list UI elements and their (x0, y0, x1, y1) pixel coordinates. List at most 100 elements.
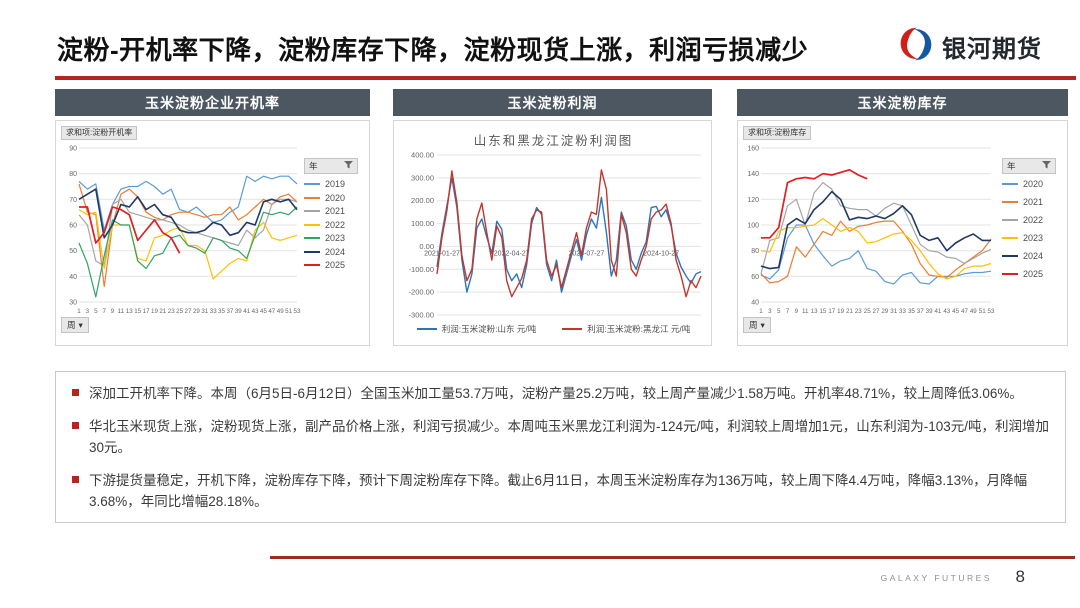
legend-item-2019: 2019 (304, 179, 345, 189)
svg-text:45: 45 (952, 308, 959, 315)
svg-text:23: 23 (855, 308, 862, 315)
svg-text:3: 3 (768, 308, 772, 315)
svg-text:19: 19 (151, 308, 158, 315)
svg-text:100: 100 (747, 223, 759, 230)
svg-text:5: 5 (777, 308, 781, 315)
chevron-down-icon: ▾ (760, 319, 765, 330)
legend-line-swatch (304, 264, 320, 266)
bullet-text: 深加工开机率下降。本周（6月5日-6月12日）全国玉米加工量53.7万吨，淀粉产… (89, 386, 1023, 401)
svg-text:2023-07-27: 2023-07-27 (568, 250, 604, 257)
profit-chart: -300.00 -200.00 -100.00 0.00 100.00 200.00 300… (408, 151, 702, 320)
svg-text:100.00: 100.00 (411, 219, 434, 228)
legend-item-2021: 2021 (304, 206, 345, 216)
legend-line-swatch (304, 196, 320, 199)
svg-text:23: 23 (168, 308, 175, 315)
inventory-panel: 求和项:淀粉库存 40 60 80 100 120 140 160 1 3 5 7 9 11 13 15 17… (737, 120, 1068, 346)
svg-text:39: 39 (926, 308, 933, 315)
legend-item-2024: 2024 (1002, 251, 1043, 261)
legend-label: 2022 (325, 219, 346, 230)
week-axis-dropdown[interactable]: 周 ▾ (61, 317, 89, 334)
year-legend: 2020 2021 2022 2023 2024 2025 (1002, 179, 1043, 287)
legend-line-swatch (1002, 219, 1018, 221)
svg-text:60: 60 (751, 274, 759, 281)
svg-text:15: 15 (134, 308, 141, 315)
svg-text:51: 51 (979, 308, 986, 315)
note-bullet: 下游提货量稳定，开机下降，淀粉库存下降，预计下周淀粉库存下降。截止6月11日，本… (70, 470, 1051, 513)
svg-text:13: 13 (811, 308, 818, 315)
legend-label: 2019 (325, 179, 346, 189)
svg-text:-300.00: -300.00 (408, 311, 433, 320)
legend-line-swatch (304, 223, 320, 226)
svg-text:80: 80 (751, 249, 759, 256)
legend-label: 2023 (1023, 233, 1044, 243)
week-axis-dropdown[interactable]: 周 ▾ (743, 317, 771, 334)
svg-text:200.00: 200.00 (411, 196, 434, 205)
legend-item: 利润:玉米淀粉:黑龙江 元/吨 (562, 323, 690, 335)
svg-text:300.00: 300.00 (411, 173, 434, 182)
svg-text:9: 9 (795, 308, 799, 315)
svg-text:1: 1 (77, 308, 81, 315)
svg-text:21: 21 (846, 308, 853, 315)
legend-line-swatch (304, 210, 320, 212)
page-number: 8 (1015, 567, 1025, 586)
svg-text:50: 50 (69, 249, 77, 256)
year-filter-button[interactable]: 年 (1002, 158, 1056, 174)
svg-text:39: 39 (235, 308, 242, 315)
svg-text:2024-10-27: 2024-10-27 (643, 250, 679, 257)
operating-rate-panel: 求和项:淀粉开机率 30 40 50 60 70 80 90 1 3 5 7 9 11 13 15 17 19 2… (55, 120, 370, 346)
svg-text:35: 35 (908, 308, 915, 315)
svg-text:90: 90 (69, 146, 77, 153)
svg-text:60: 60 (69, 223, 77, 230)
legend-item: 利润:玉米淀粉:山东 元/吨 (416, 323, 537, 335)
legend-label: 2021 (325, 206, 346, 216)
legend-item-2023: 2023 (304, 233, 345, 243)
svg-text:19: 19 (837, 308, 844, 315)
svg-text:29: 29 (193, 308, 200, 315)
profit-legend: 利润:玉米淀粉:山东 元/吨 利润:玉米淀粉:黑龙江 元/吨 (416, 323, 690, 335)
legend-item-2022: 2022 (1002, 215, 1043, 225)
company-logo: 银河期货 (898, 26, 1042, 67)
svg-text:43: 43 (252, 308, 259, 315)
svg-text:40: 40 (69, 274, 77, 281)
legend-item-2020: 2020 (1002, 179, 1043, 189)
svg-text:120: 120 (747, 197, 759, 204)
legend-label: 2020 (1023, 179, 1044, 189)
legend-line-swatch (1002, 255, 1018, 257)
legend-line-swatch (562, 328, 583, 330)
footer-rule (270, 556, 1075, 559)
svg-text:3: 3 (86, 308, 90, 315)
svg-text:35: 35 (218, 308, 225, 315)
svg-text:51: 51 (285, 308, 292, 315)
svg-text:-200.00: -200.00 (408, 288, 433, 297)
svg-text:31: 31 (890, 308, 897, 315)
bullet-marker-icon (72, 421, 79, 429)
svg-text:37: 37 (226, 308, 233, 315)
legend-item-2025: 2025 (304, 260, 345, 270)
chart-header-operating-rate: 玉米淀粉企业开机率 (55, 89, 370, 116)
legend-label: 利润:玉米淀粉:山东 元/吨 (441, 324, 537, 334)
svg-text:45: 45 (260, 308, 267, 315)
pivot-value-field-button[interactable]: 求和项:淀粉库存 (743, 126, 812, 141)
year-filter-button[interactable]: 年 (304, 158, 358, 174)
legend-line-swatch (304, 183, 320, 185)
legend-label: 2024 (325, 246, 346, 257)
legend-line-swatch (304, 250, 320, 253)
bullet-marker-icon (72, 475, 79, 483)
svg-text:47: 47 (268, 308, 275, 315)
legend-line-swatch (1002, 201, 1018, 203)
svg-text:33: 33 (210, 308, 217, 315)
note-bullet: 华北玉米现货上涨，淀粉现货上涨，副产品价格上涨，利润亏损减少。本周吨玉米黑龙江利… (70, 416, 1051, 459)
svg-text:70: 70 (69, 197, 77, 204)
legend-item-2022: 2022 (304, 220, 345, 230)
svg-text:15: 15 (819, 308, 826, 315)
svg-text:160: 160 (747, 146, 759, 153)
bullet-marker-icon (72, 389, 79, 396)
svg-text:0.00: 0.00 (419, 242, 434, 251)
legend-label: 2025 (1023, 269, 1044, 279)
svg-text:13: 13 (126, 308, 133, 315)
filter-funnel-icon (344, 161, 353, 171)
filter-funnel-icon (1042, 161, 1051, 171)
svg-text:7: 7 (102, 308, 106, 315)
pivot-value-field-button[interactable]: 求和项:淀粉开机率 (61, 126, 138, 141)
